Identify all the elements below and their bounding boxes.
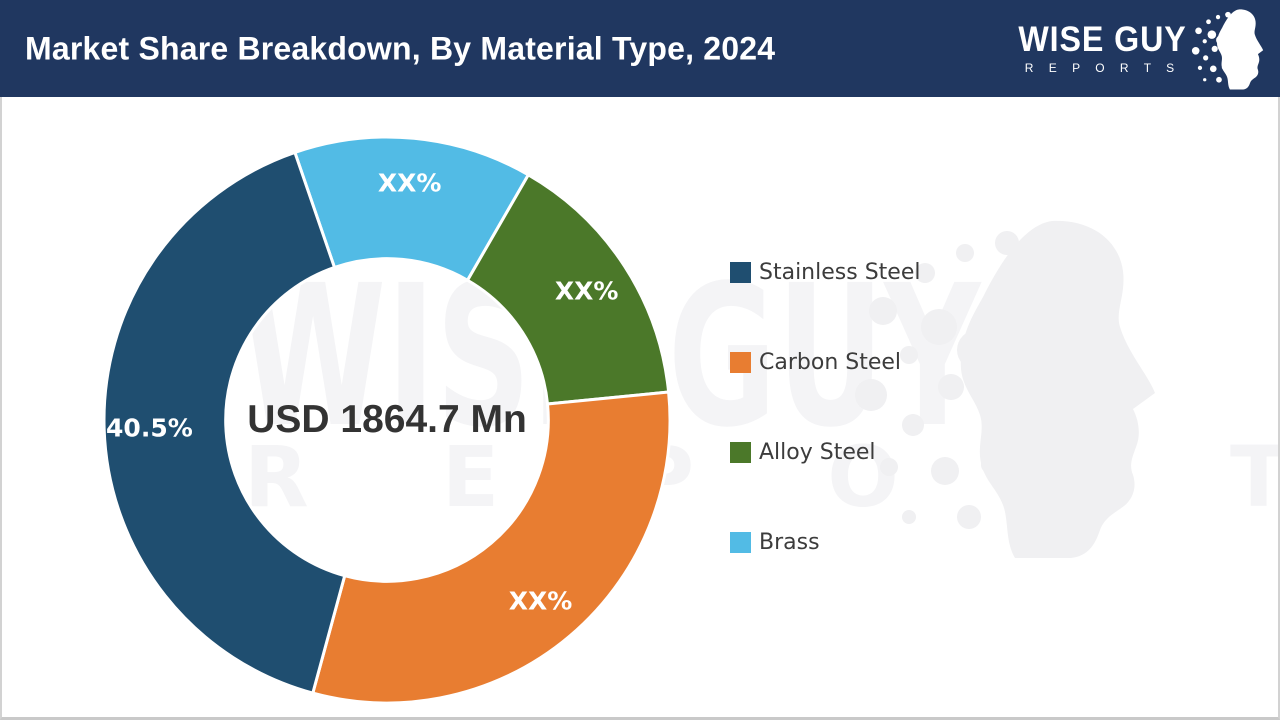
slice-label-alloy-steel: XX% — [554, 276, 619, 306]
legend-item-brass: Brass — [730, 527, 820, 557]
chart-slice-stainless-steel — [102, 150, 347, 695]
page-title: Market Share Breakdown, By Material Type… — [25, 30, 776, 66]
legend-label: Carbon Steel — [759, 349, 902, 375]
wise-guy-logo: WISE GUY R E P O R T S — [1011, 0, 1266, 97]
legend-label: Brass — [759, 529, 820, 555]
logo-text: WISE GUY R E P O R T S — [1011, 22, 1194, 75]
chart-slice-carbon-steel — [310, 390, 672, 705]
legend-swatch-carbon-steel — [730, 351, 751, 373]
header-bar: Market Share Breakdown, By Material Type… — [0, 0, 1280, 97]
legend-item-stainless-steel: Stainless Steel — [730, 257, 920, 287]
legend-swatch-stainless-steel — [730, 261, 751, 283]
logo-subtitle: R E P O R T S — [1024, 61, 1181, 75]
chart-slice-alloy-steel — [465, 172, 671, 406]
logo-face-icon — [1190, 7, 1266, 91]
legend-swatch-alloy-steel — [730, 441, 751, 463]
slice-label-brass: XX% — [377, 168, 442, 198]
legend-swatch-brass — [730, 531, 751, 553]
center-value: USD 1864.7 Mn — [247, 398, 527, 441]
chart-canvas: WISE GUY R E P O R T S XX%XX%XX%40.5% US… — [0, 97, 1280, 720]
legend-label: Alloy Steel — [759, 439, 876, 465]
legend-label: Stainless Steel — [759, 259, 921, 285]
logo-wordmark: WISE GUY — [1018, 20, 1187, 59]
legend-item-carbon-steel: Carbon Steel — [730, 347, 901, 377]
donut-chart — [102, 135, 672, 705]
slice-label-carbon-steel: XX% — [508, 586, 573, 616]
legend-item-alloy-steel: Alloy Steel — [730, 437, 876, 467]
slice-label-stainless-steel: 40.5% — [106, 413, 193, 443]
